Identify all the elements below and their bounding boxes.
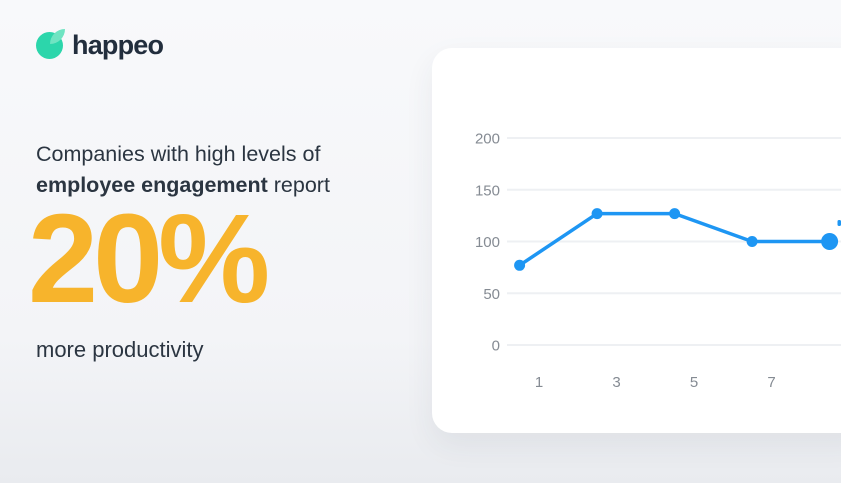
- x-axis-tick-label: 1: [535, 374, 543, 391]
- x-axis-tick-label: 7: [767, 374, 775, 391]
- y-axis-tick-label: 50: [483, 286, 500, 303]
- stat-big-number: 20%: [28, 188, 270, 329]
- logo-leaf: [50, 29, 65, 44]
- stat-intro-line1: Companies with high levels of: [36, 142, 321, 166]
- y-axis-tick-label: 200: [475, 131, 500, 148]
- data-point-highlighted: [821, 233, 839, 250]
- brand-wordmark: happeo: [72, 30, 164, 60]
- y-axis-tick-label: 100: [475, 234, 500, 251]
- happeo-leaf-icon: [36, 29, 65, 59]
- data-point: [746, 236, 758, 247]
- x-axis-tick-label: 5: [690, 374, 698, 391]
- y-axis-tick-label: 0: [492, 338, 500, 355]
- stat-caption: more productivity: [36, 337, 204, 362]
- stat-intro-text: Companies with high levels of employee e…: [36, 139, 330, 201]
- brand-logo: happeo: [36, 29, 164, 61]
- clipped-label-fragment: [837, 220, 841, 226]
- y-axis-tick-label: 150: [475, 182, 500, 199]
- chart-card: 200 150 100 50 0 1 3 5 7: [432, 48, 841, 433]
- engagement-line-chart: 200 150 100 50 0 1 3 5 7: [475, 131, 841, 391]
- x-axis-tick-label: 3: [612, 374, 620, 391]
- data-point: [514, 259, 526, 271]
- data-line: [517, 211, 832, 268]
- stat-intro-bold: employee engagement: [36, 173, 268, 197]
- data-point: [591, 208, 603, 220]
- data-point: [669, 208, 681, 220]
- stat-intro-rest: report: [267, 173, 330, 197]
